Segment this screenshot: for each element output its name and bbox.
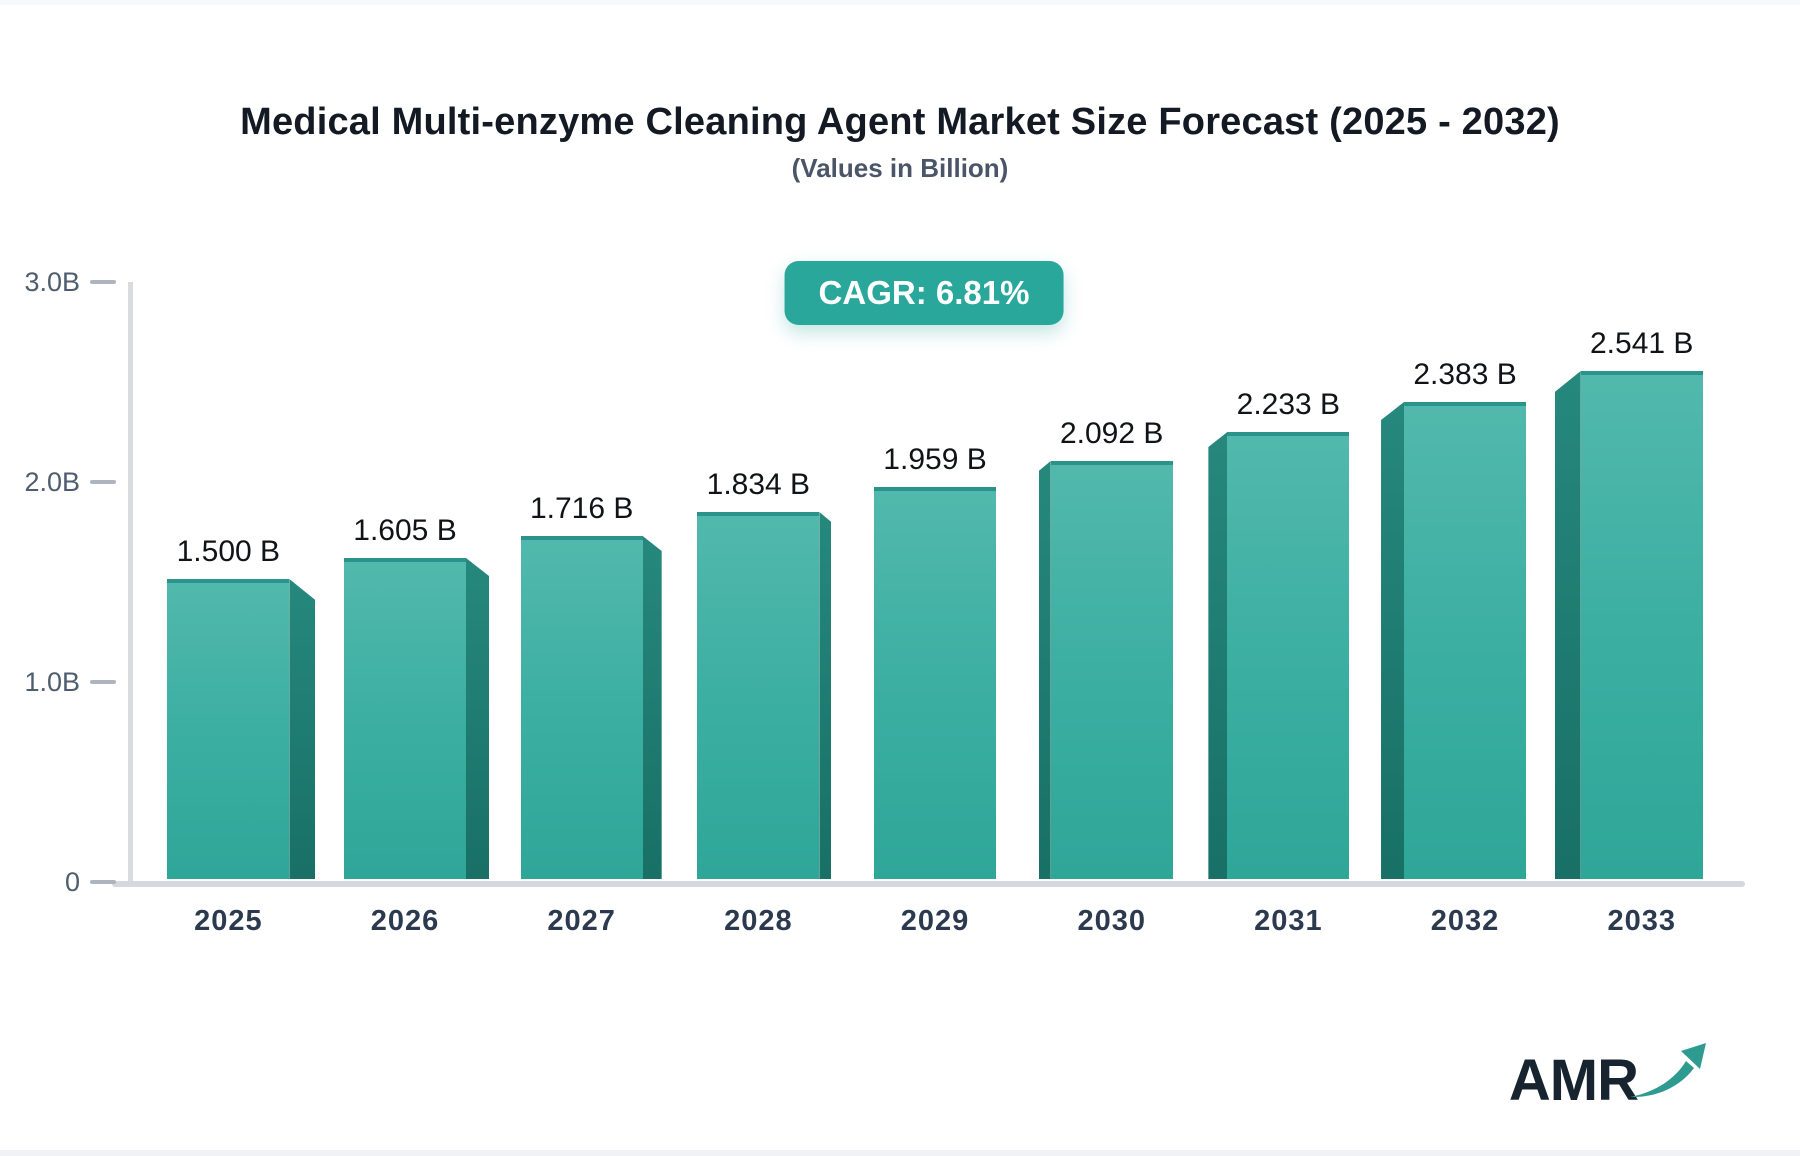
cagr-badge: CAGR: 6.81% — [784, 261, 1064, 325]
y-axis-label: 0 — [64, 867, 80, 897]
bar-group-2028: 1.834 B — [670, 279, 847, 879]
y-axis-label: 1.0B — [24, 667, 80, 697]
bar-side-face — [1554, 371, 1581, 879]
bar-group-2030: 2.092 B — [1023, 279, 1200, 879]
bar-side-face — [1208, 432, 1228, 879]
bar-group-2032: 2.383 B — [1377, 279, 1554, 879]
x-axis-label-2028: 2028 — [724, 905, 793, 937]
bar-2026: 1.605 B — [344, 514, 489, 879]
bar-2031: 2.233 B — [1208, 388, 1350, 879]
x-axis-label-2031: 2031 — [1254, 905, 1323, 937]
y-axis-line — [128, 282, 133, 882]
x-axis-label-2029: 2029 — [900, 905, 970, 937]
bar-2032: 2.383 B — [1381, 358, 1527, 879]
bar-value-label: 2.383 B — [1413, 358, 1517, 391]
bar-value-label: 1.500 B — [176, 535, 281, 568]
bar-side-face — [466, 558, 489, 879]
x-axis-label-2032: 2032 — [1430, 905, 1500, 937]
bar-value-label: 1.959 B — [883, 443, 987, 476]
x-axis-label-2033: 2033 — [1607, 905, 1676, 937]
x-axis-label-2026: 2026 — [370, 905, 440, 937]
y-axis-tick — [90, 880, 116, 884]
x-axis-labels: 2025 2026 2027 2028 2029 2030 2031 2032 2033 — [140, 905, 1730, 938]
bar-series: 1.500 B 1.605 B 1.716 B 1.834 B 1.959 B 2.092… — [140, 279, 1730, 879]
amr-logo-text: AMR — [1508, 1048, 1639, 1113]
x-axis-label-2027: 2027 — [547, 905, 616, 937]
bar-value-label: 2.092 B — [1059, 417, 1164, 450]
y-axis-label: 2.0B — [24, 467, 80, 497]
bar-side-face — [819, 512, 832, 879]
bar-side-face — [1381, 402, 1405, 879]
y-axis-tick — [90, 680, 116, 684]
bar-group-2033: 2.541 B — [1553, 279, 1730, 879]
bar-2029: 1.959 B — [874, 443, 997, 879]
bar-group-2029: 1.959 B — [847, 279, 1024, 879]
bar-group-2025: 1.500 B — [140, 279, 317, 879]
bar-side-face — [1038, 461, 1051, 879]
bar-group-2027: 1.716 B — [493, 279, 670, 879]
bar-group-2026: 1.605 B — [317, 279, 494, 879]
bar-value-label: 1.605 B — [353, 514, 457, 547]
x-axis-label-2030: 2030 — [1077, 905, 1146, 937]
chart-title: Medical Multi-enzyme Cleaning Agent Mark… — [240, 101, 1560, 143]
bar-2027: 1.716 B — [520, 492, 662, 879]
y-axis-tick — [90, 480, 116, 484]
bar-side-face — [642, 536, 662, 879]
bar-2030: 2.092 B — [1038, 417, 1173, 879]
y-axis-tick — [90, 280, 116, 284]
bar-value-label: 1.716 B — [529, 492, 634, 525]
trend-up-arrow-icon — [1628, 1037, 1708, 1108]
bar-value-label: 2.233 B — [1236, 388, 1341, 421]
x-axis-label-2025: 2025 — [194, 905, 263, 937]
bar-2033: 2.541 B — [1554, 327, 1703, 879]
bar-value-label: 2.541 B — [1589, 327, 1694, 360]
bar-group-2031: 2.233 B — [1200, 279, 1377, 879]
bar-2028: 1.834 B — [697, 468, 832, 879]
x-axis-baseline — [112, 881, 1745, 887]
bar-side-face — [289, 579, 316, 879]
y-axis-label: 3.0B — [24, 267, 80, 297]
bar-value-label: 1.834 B — [706, 468, 811, 501]
bar-2025: 1.500 B — [167, 535, 316, 879]
amr-logo: AMR — [1509, 1037, 1708, 1110]
chart-subtitle: (Values in Billion) — [791, 153, 1009, 183]
